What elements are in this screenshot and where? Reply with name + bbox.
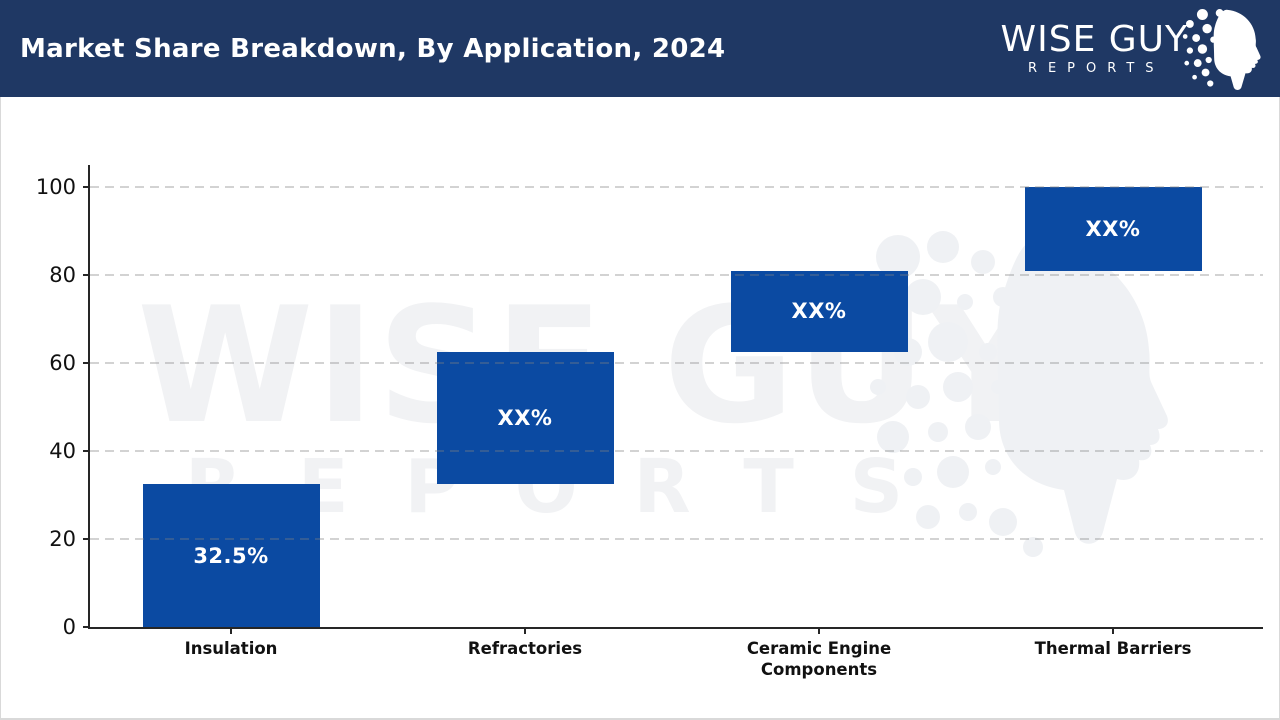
x-category-label: Ceramic Engine Components (746, 639, 892, 679)
y-tick-label: 80 (49, 263, 76, 287)
x-tick-mark (818, 627, 820, 634)
logo-wordmark: WISE GUY REPORTS (1000, 18, 1189, 77)
y-axis-line (88, 165, 90, 629)
bar-ceramic-engine-components: XX% (730, 270, 908, 352)
y-tick-label: 100 (35, 175, 76, 199)
gridline (90, 186, 1263, 188)
x-category-label: Thermal Barriers (1034, 639, 1192, 658)
bar-thermal-barriers: XX% (1024, 187, 1202, 271)
y-tick-label: 0 (62, 615, 76, 639)
header-bar: Market Share Breakdown, By Application, … (0, 0, 1280, 97)
gridline (90, 274, 1263, 276)
x-tick-mark (1112, 627, 1114, 634)
y-tick-label: 60 (49, 351, 76, 375)
bar-value-label: 32.5% (193, 543, 269, 568)
y-tick-label: 40 (49, 439, 76, 463)
x-axis-line (88, 627, 1263, 629)
logo-face-icon (1182, 8, 1261, 90)
y-tick-mark (83, 362, 90, 364)
chart-title: Market Share Breakdown, By Application, … (20, 33, 726, 64)
y-tick-mark (83, 186, 90, 188)
brand-logo: WISE GUY REPORTS (1001, 2, 1271, 96)
y-tick-label: 20 (49, 527, 76, 551)
logo-wordmark-line2: REPORTS (1027, 61, 1165, 77)
gridline (90, 450, 1263, 452)
x-tick-mark (230, 627, 232, 634)
y-tick-mark (83, 450, 90, 452)
bar-insulation: 32.5% (142, 484, 320, 627)
bar-value-label: XX% (497, 406, 553, 430)
bar-value-label: XX% (791, 299, 847, 324)
x-category-label: Refractories (467, 639, 583, 658)
chart-area: WISE GUY REPORTS 0 20 40 60 80 100 32.5% Insula… (0, 97, 1280, 720)
x-tick-mark (524, 627, 526, 634)
bar-refractories: XX% (436, 352, 614, 484)
x-category-label: Insulation (184, 639, 278, 658)
y-tick-mark (83, 538, 90, 540)
logo-wordmark-line1: WISE GUY (1000, 18, 1188, 60)
y-tick-mark (83, 274, 90, 276)
gridline (90, 538, 1263, 540)
gridline (90, 362, 1263, 364)
bar-value-label: XX% (1085, 216, 1141, 241)
y-tick-mark (83, 626, 90, 628)
